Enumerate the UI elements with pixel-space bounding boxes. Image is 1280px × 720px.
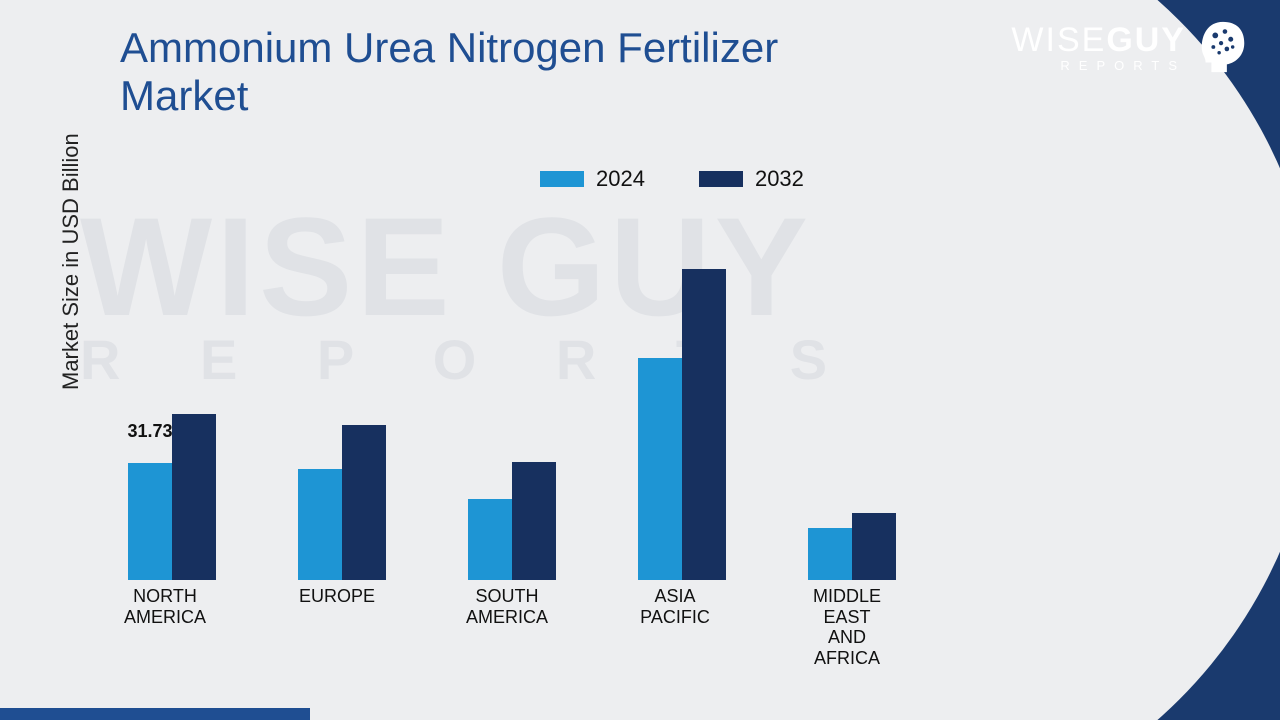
legend-item: 2024	[540, 166, 645, 192]
brand-word-2: GUY	[1106, 21, 1186, 59]
chart-title: Ammonium Urea Nitrogen Fertilizer Market	[120, 24, 880, 121]
bar-series-a	[638, 358, 682, 580]
x-axis-label: NORTHAMERICA	[90, 586, 240, 627]
legend-swatch-b	[699, 171, 743, 187]
chart-canvas: WISEGUY REPORTS WISE GUY R E P O R T S A…	[0, 0, 1280, 720]
brand-sub: REPORTS	[1011, 58, 1186, 73]
bar-series-b	[512, 462, 556, 580]
x-axis-label: EUROPE	[262, 586, 412, 607]
bar-series-a	[808, 528, 852, 580]
bar-series-b	[172, 414, 216, 581]
legend-swatch-a	[540, 171, 584, 187]
bar-series-b	[852, 513, 896, 580]
legend-item: 2032	[699, 166, 804, 192]
x-axis-label: SOUTHAMERICA	[432, 586, 582, 627]
y-axis-label: Market Size in USD Billion	[58, 133, 84, 390]
brain-head-icon	[1194, 18, 1252, 76]
bar-series-b	[682, 269, 726, 580]
footer-accent-bar	[0, 708, 310, 720]
x-axis-label: MIDDLEEASTANDAFRICA	[772, 586, 922, 669]
bar-series-b	[342, 425, 386, 580]
brand-logo: WISEGUY REPORTS	[1011, 18, 1252, 76]
bar-series-a	[298, 469, 342, 580]
bar-value-label: 31.73	[127, 421, 172, 442]
legend-label-a: 2024	[596, 166, 645, 192]
plot-area: 31.73	[104, 210, 924, 580]
x-axis-label: ASIAPACIFIC	[600, 586, 750, 627]
bar-series-a	[128, 463, 172, 580]
legend-label-b: 2032	[755, 166, 804, 192]
bar-series-a	[468, 499, 512, 580]
brand-word-1: WISE	[1011, 21, 1106, 59]
legend: 2024 2032	[540, 166, 804, 192]
